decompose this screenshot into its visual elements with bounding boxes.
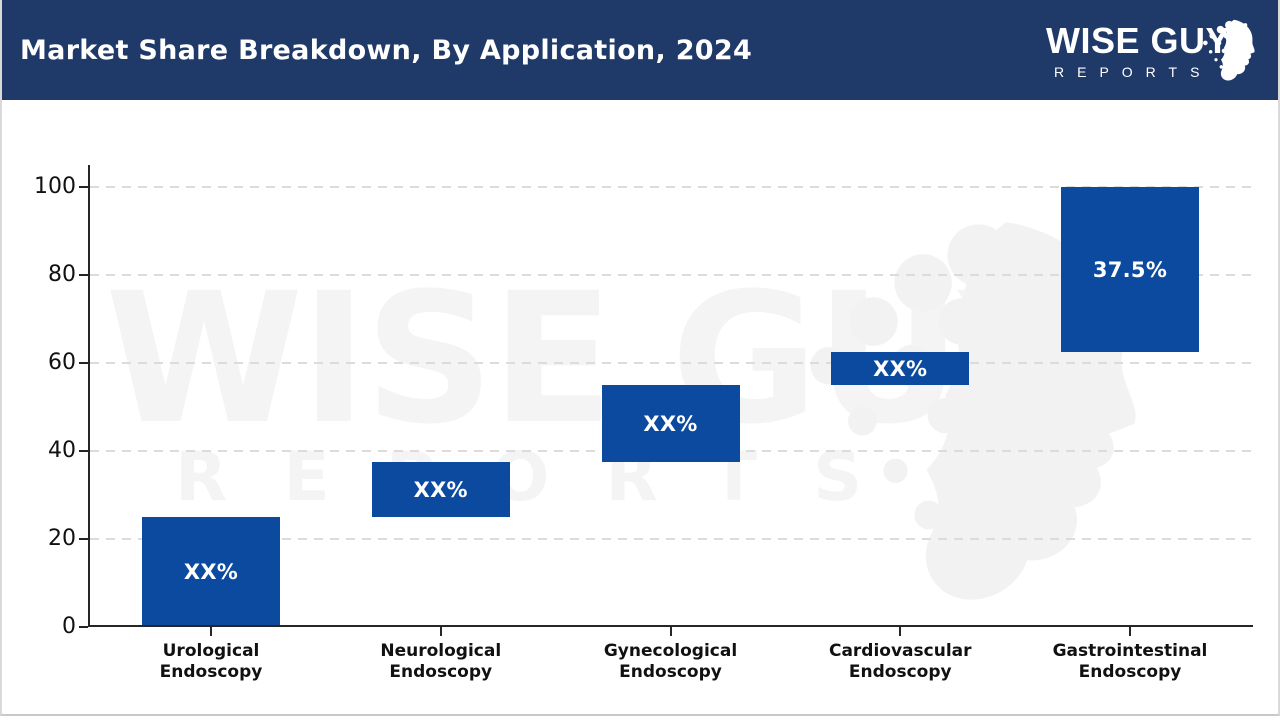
gridline-80 [90, 274, 1253, 276]
bar-gynecological-endoscopy: XX% [601, 385, 740, 462]
category-label-line: Neurological [380, 641, 502, 661]
plot-area: 0 20 40 60 80 100 XX% Urological Endoscopy XX% Neu… [34, 165, 1253, 682]
bar-value-label: XX% [873, 356, 928, 381]
x-axis-tick [439, 627, 442, 636]
x-axis-category-label-gastrointestinal-endoscopy: Gastrointestinal Endoscopy [1010, 641, 1250, 682]
gridline-20 [90, 538, 1253, 540]
y-axis-tick-label: 80 [48, 262, 76, 287]
x-axis-tick [1129, 627, 1131, 636]
y-axis-tick [79, 538, 88, 540]
y-axis-tick [79, 362, 88, 364]
bar-cardiovascular-endoscopy: XX% [831, 352, 970, 385]
gridline-60 [90, 362, 1253, 364]
y-axis-tick-label: 60 [48, 350, 76, 375]
category-label-line: Endoscopy [389, 661, 493, 682]
y-axis-tick [79, 450, 88, 452]
x-axis-category-label-gynecological-endoscopy: Gynecological Endoscopy [551, 641, 791, 682]
x-axis-category-label-cardiovascular-endoscopy: Cardiovascular Endoscopy [780, 641, 1020, 682]
wiseguy-head-icon [1203, 19, 1255, 81]
logo-subtext: REPORTS [1054, 64, 1213, 80]
x-axis-tick [669, 627, 672, 636]
y-axis-tick-label: 20 [48, 526, 76, 551]
bar-urological-endoscopy: XX% [142, 517, 280, 627]
category-label-line: Urological [162, 641, 260, 661]
bar-gastrointestinal-endoscopy: 37.5% [1061, 187, 1199, 352]
bar-value-label: XX% [183, 560, 239, 584]
y-axis-tick [79, 274, 88, 276]
y-axis-tick-label: 40 [48, 438, 76, 463]
y-axis-line [88, 165, 90, 627]
x-axis-tick [899, 627, 902, 636]
category-label-line: Endoscopy [848, 661, 952, 682]
x-axis-tick [210, 627, 212, 636]
bar-value-label: XX% [643, 411, 698, 436]
gridline-100 [90, 186, 1253, 188]
category-label-line: Endoscopy [159, 661, 263, 682]
x-axis-category-label-urological-endoscopy: Urological Endoscopy [91, 641, 331, 682]
header-bar: Market Share Breakdown, By Application, … [0, 0, 1280, 100]
y-axis-tick-label: 100 [34, 174, 76, 199]
bar-neurological-endoscopy: XX% [371, 462, 510, 517]
wiseguy-head-watermark-icon [810, 222, 1136, 600]
category-label-line: Cardiovascular [828, 641, 972, 661]
y-axis-tick [79, 626, 88, 628]
y-axis-tick [79, 186, 88, 188]
wiseguy-logo: WISE GUY REPORTS [1014, 4, 1266, 96]
category-label-line: Gastrointestinal [1052, 641, 1208, 661]
bar-value-label: 37.5% [1092, 257, 1168, 282]
x-axis-category-label-neurological-endoscopy: Neurological Endoscopy [321, 641, 561, 682]
logo-wordmark: WISE GUY [1046, 20, 1231, 61]
page-title: Market Share Breakdown, By Application, … [20, 34, 753, 66]
bar-value-label: XX% [413, 477, 468, 502]
x-axis-line [88, 625, 1253, 627]
category-label-line: Endoscopy [1078, 661, 1182, 682]
y-axis-tick-label: 0 [62, 614, 76, 639]
category-label-line: Endoscopy [619, 661, 722, 682]
category-label-line: Gynecological [603, 641, 738, 661]
